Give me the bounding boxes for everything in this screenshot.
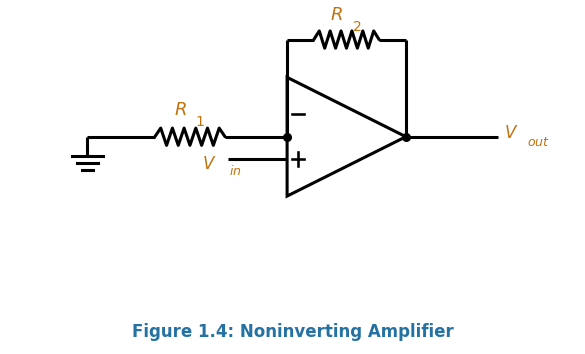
Text: $\mathit{in}$: $\mathit{in}$ xyxy=(229,164,242,178)
Text: $\mathit{R}$: $\mathit{R}$ xyxy=(174,102,187,119)
Text: $\mathit{R}$: $\mathit{R}$ xyxy=(331,6,343,24)
Text: $\mathit{V}$: $\mathit{V}$ xyxy=(201,155,216,173)
Text: $\mathit{2}$: $\mathit{2}$ xyxy=(352,20,361,34)
Text: $\mathit{V}$: $\mathit{V}$ xyxy=(504,125,518,142)
Text: Figure 1.4: Noninverting Amplifier: Figure 1.4: Noninverting Amplifier xyxy=(132,323,453,341)
Text: $\mathit{1}$: $\mathit{1}$ xyxy=(195,115,205,129)
Text: $\mathit{out}$: $\mathit{out}$ xyxy=(527,136,550,149)
